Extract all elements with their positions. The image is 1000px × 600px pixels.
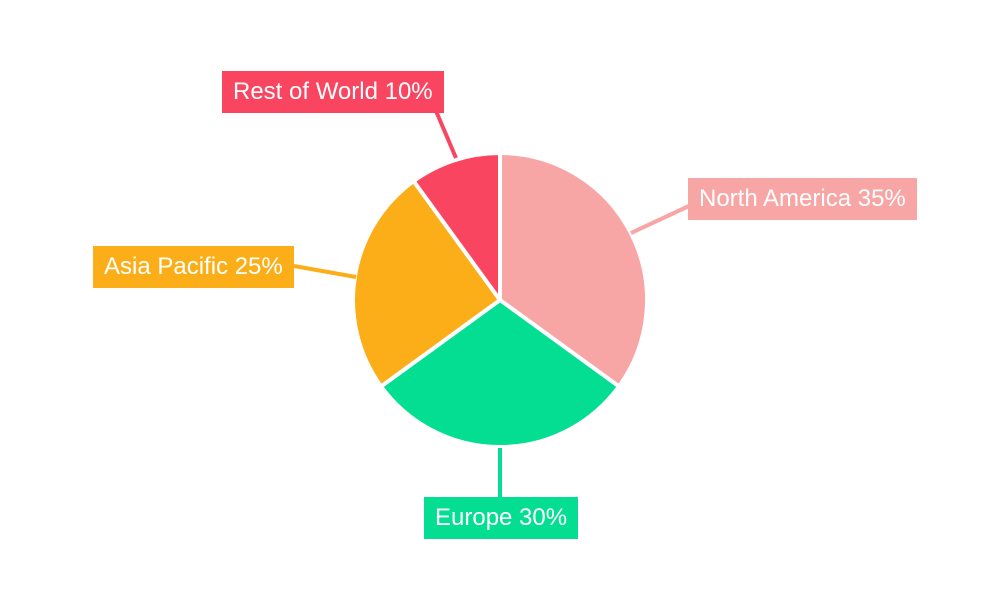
leader-line-rest-of-world (434, 110, 458, 159)
leader-line-north-america (630, 204, 690, 235)
pie-label-rest-of-world: Rest of World 10% (222, 71, 444, 113)
pie-slice-rest-of-world[interactable] (411, 151, 502, 302)
pie-label-europe: Europe 30% (424, 497, 579, 539)
pie-slice-north-america[interactable] (498, 151, 649, 389)
pie-label-asia-pacific: Asia Pacific 25% (93, 246, 294, 288)
pie-slice-europe[interactable] (379, 298, 621, 450)
leader-line-asia-pacific (293, 264, 357, 279)
pie-label-north-america: North America 35% (688, 178, 917, 220)
